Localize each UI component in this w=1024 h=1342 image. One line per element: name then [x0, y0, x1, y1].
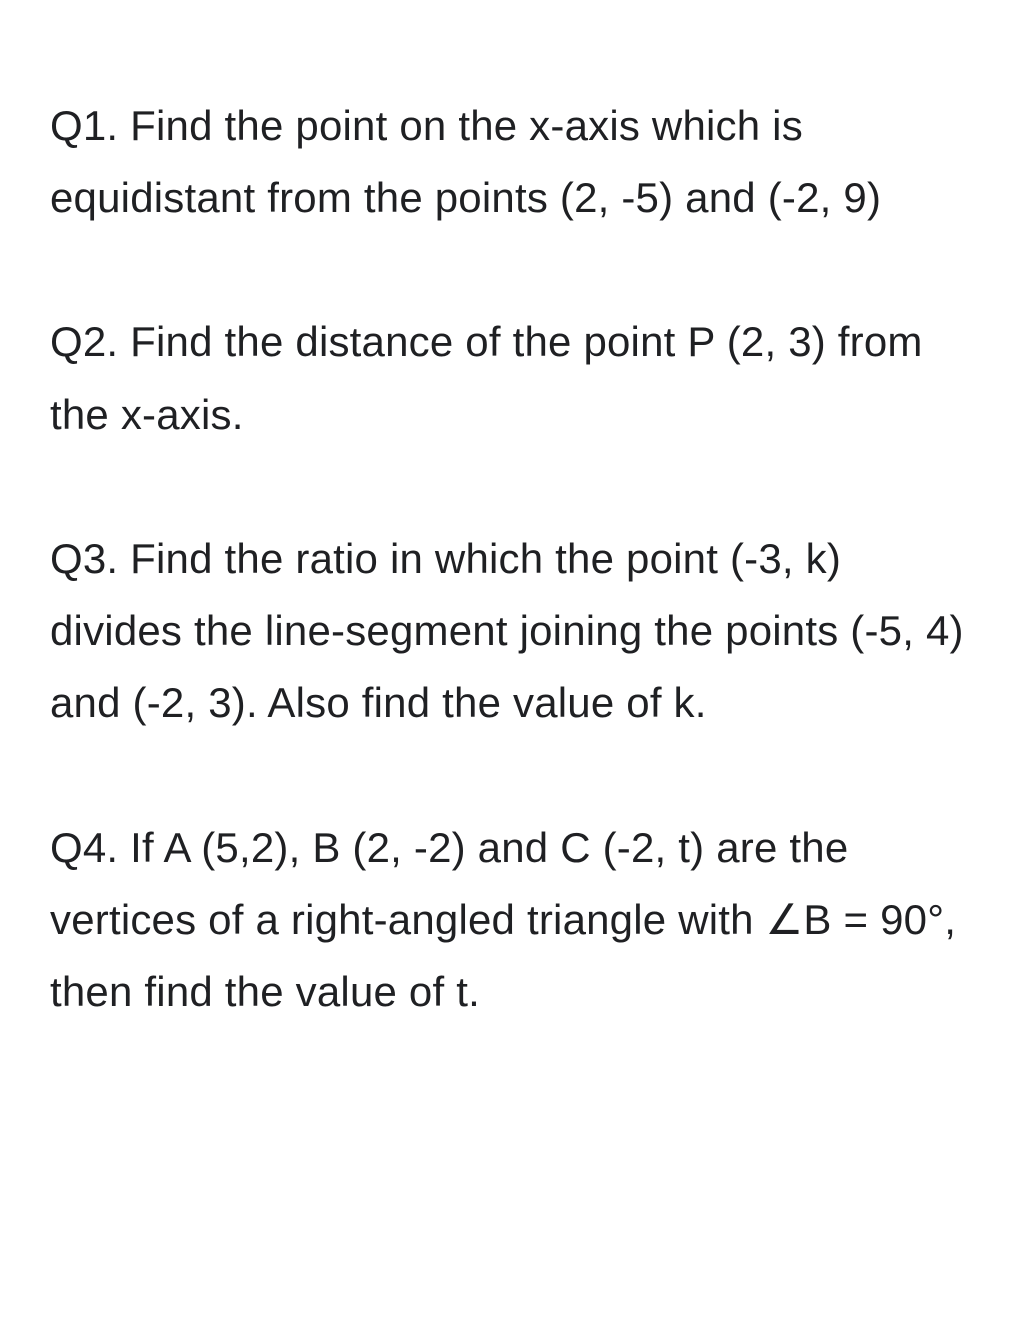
question-3-text: Q3. Find the ratio in which the point (-…	[50, 535, 964, 726]
document-page: Q1. Find the point on the x-axis which i…	[0, 0, 1024, 1028]
question-4-text: Q4. If A (5,2), B (2, -2) and C (-2, t) …	[50, 824, 956, 1015]
question-1-text: Q1. Find the point on the x-axis which i…	[50, 102, 881, 221]
question-3: Q3. Find the ratio in which the point (-…	[50, 523, 974, 740]
question-2: Q2. Find the distance of the point P (2,…	[50, 306, 974, 450]
question-2-text: Q2. Find the distance of the point P (2,…	[50, 318, 923, 437]
question-4: Q4. If A (5,2), B (2, -2) and C (-2, t) …	[50, 812, 974, 1029]
question-1: Q1. Find the point on the x-axis which i…	[50, 90, 974, 234]
